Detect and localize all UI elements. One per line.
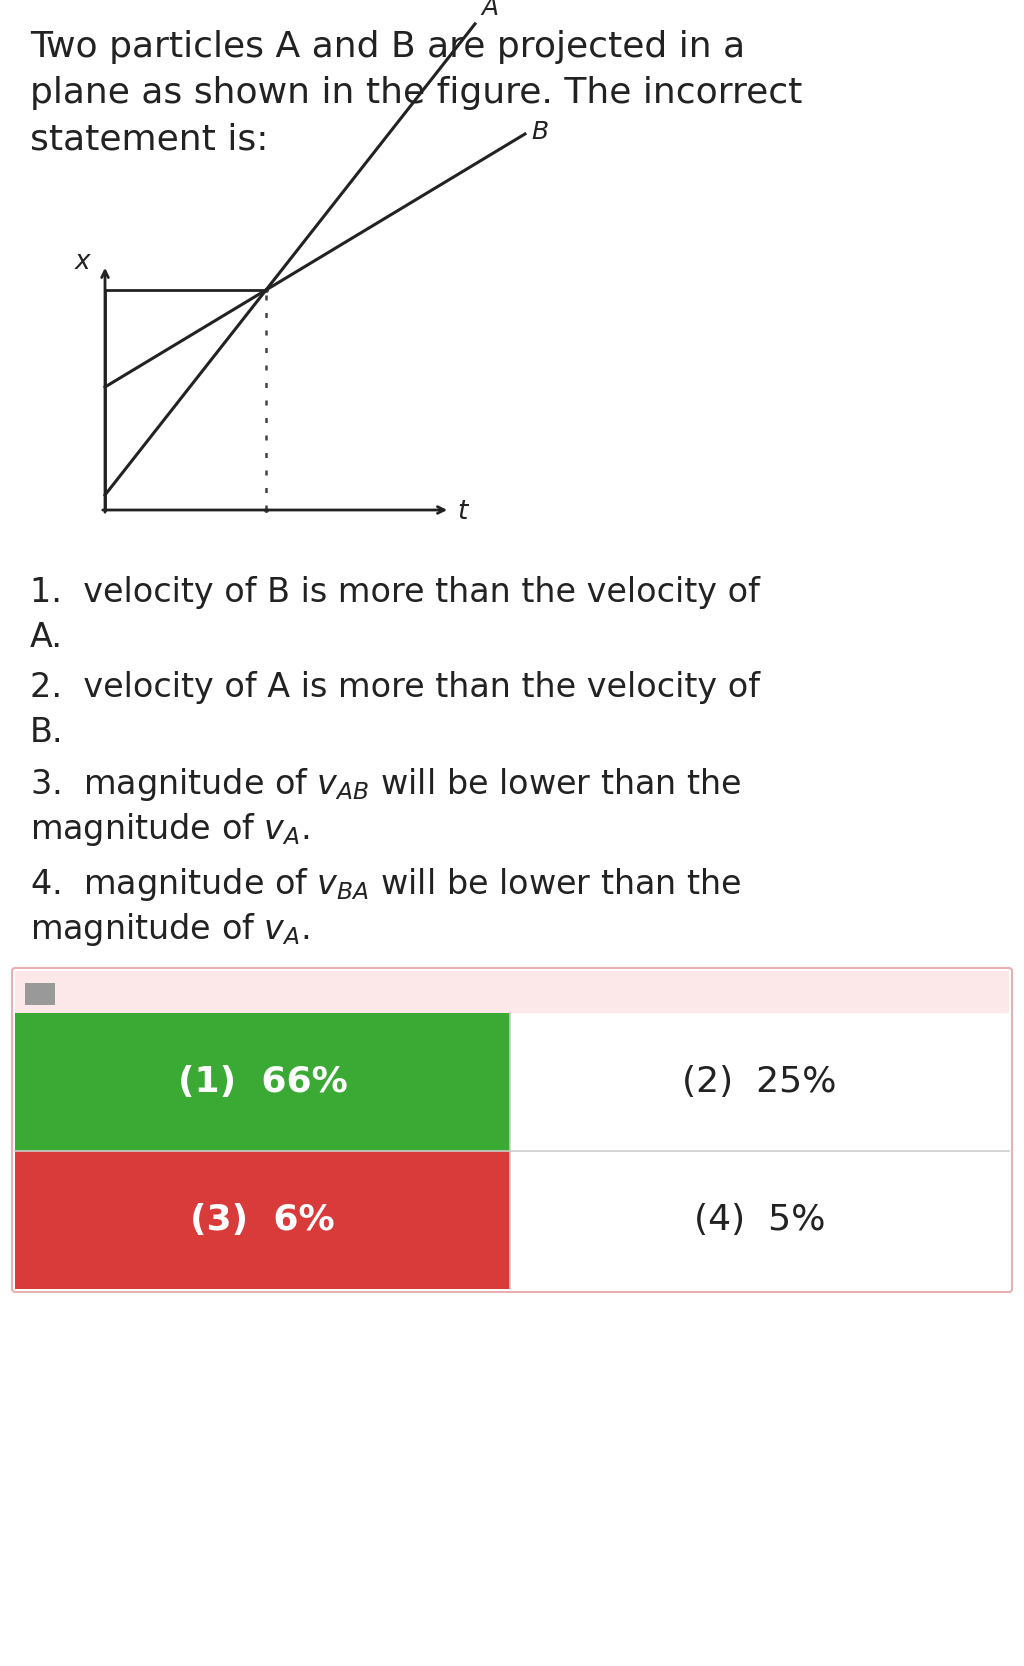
Text: 4.  magnitude of $v_{BA}$ will be lower than the: 4. magnitude of $v_{BA}$ will be lower t…	[30, 866, 741, 903]
Text: magnitude of $v_A$.: magnitude of $v_A$.	[30, 811, 309, 848]
Bar	[25, 983, 55, 1005]
Text: B.: B.	[30, 716, 63, 750]
Bar	[15, 1013, 510, 1151]
Text: 1.  velocity of B is more than the velocity of: 1. velocity of B is more than the veloci…	[30, 576, 760, 610]
Text: 2.  velocity of A is more than the velocity of: 2. velocity of A is more than the veloci…	[30, 671, 760, 705]
Text: (1)  66%: (1) 66%	[177, 1065, 347, 1100]
Text: Two particles A and B are projected in a: Two particles A and B are projected in a	[30, 30, 745, 63]
Text: (3)  6%: (3) 6%	[190, 1203, 335, 1236]
Text: 3.  magnitude of $v_{AB}$ will be lower than the: 3. magnitude of $v_{AB}$ will be lower t…	[30, 766, 741, 803]
Text: (4)  5%: (4) 5%	[693, 1203, 825, 1236]
Text: B: B	[531, 120, 548, 143]
Text: A: A	[481, 0, 498, 20]
Bar	[15, 971, 1009, 1013]
Text: x: x	[75, 248, 91, 275]
Text: (2)  25%: (2) 25%	[682, 1065, 837, 1100]
Text: magnitude of $v_A$.: magnitude of $v_A$.	[30, 911, 309, 948]
Text: A.: A.	[30, 621, 63, 655]
Bar	[15, 1151, 510, 1289]
Text: t: t	[457, 500, 467, 525]
Text: statement is:: statement is:	[30, 122, 268, 157]
Text: plane as shown in the figure. The incorrect: plane as shown in the figure. The incorr…	[30, 77, 803, 110]
